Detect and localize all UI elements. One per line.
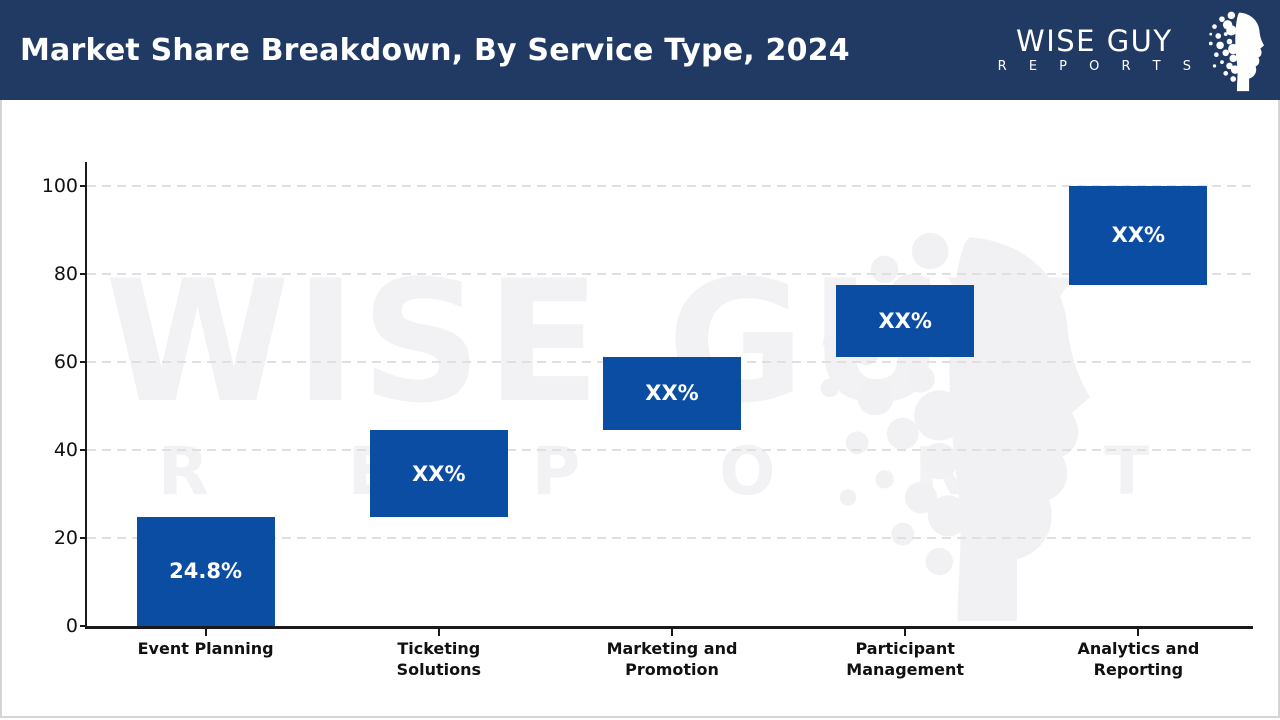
bar-value-label: XX%: [645, 381, 699, 406]
y-tick-mark: [80, 625, 87, 627]
page-title: Market Share Breakdown, By Service Type,…: [20, 32, 850, 68]
x-tick-mark: [671, 629, 673, 636]
category-label: Participant Management: [846, 639, 965, 679]
brand-logo-text: WISE GUY R E P O R T S: [989, 25, 1200, 75]
y-axis-line: [85, 162, 87, 629]
bar-segment: XX%: [369, 430, 508, 517]
gridline-80: [87, 273, 1253, 275]
bar-segment: XX%: [836, 284, 975, 357]
bar-segment: XX%: [1069, 186, 1208, 285]
category-label: Marketing and Promotion: [606, 639, 738, 679]
chart-canvas: WISE GUY R E P O R T S 0 20 40 60 80 100 24.8%…: [0, 100, 1280, 720]
bar-segment: 24.8%: [136, 516, 275, 626]
category-label: Event Planning: [137, 639, 274, 658]
y-tick-mark: [80, 361, 87, 363]
y-tick-mark: [80, 537, 87, 539]
y-tick-label: 20: [53, 527, 78, 549]
category-label: Ticketing Solutions: [396, 639, 482, 679]
logo-wordmark: WISE GUY: [1016, 24, 1173, 58]
brand-logo: WISE GUY R E P O R T S: [989, 7, 1270, 93]
x-tick-mark: [437, 629, 440, 636]
y-tick-mark: [80, 273, 87, 275]
frame-border-right: [1278, 100, 1280, 718]
watermark-subtitle: R E P O R T S: [158, 433, 1280, 510]
y-tick-label: 80: [53, 263, 78, 285]
y-tick-label: 60: [53, 351, 78, 373]
frame-border-left: [0, 100, 2, 718]
bar-value-label: XX%: [878, 308, 932, 333]
x-axis-line: [85, 626, 1253, 629]
x-tick-mark: [1137, 629, 1140, 636]
logo-face-icon: [1202, 7, 1270, 93]
bar-segment: XX%: [603, 356, 741, 431]
y-tick-mark: [80, 185, 87, 187]
gridline-20: [87, 537, 1253, 539]
y-tick-label: 0: [65, 615, 78, 637]
logo-subtitle: R E P O R T S: [997, 59, 1200, 74]
bar-value-label: 24.8%: [169, 559, 243, 584]
bar-value-label: XX%: [412, 461, 466, 486]
y-tick-label: 100: [41, 175, 78, 197]
gridline-40: [87, 449, 1253, 451]
header-bar: Market Share Breakdown, By Service Type,…: [0, 0, 1280, 100]
frame-border-bottom: [0, 716, 1280, 718]
category-label: Analytics and Reporting: [1077, 639, 1200, 679]
y-tick-label: 40: [53, 439, 78, 461]
bar-value-label: XX%: [1111, 223, 1166, 248]
x-tick-mark: [904, 629, 907, 636]
x-tick-mark: [204, 629, 207, 636]
y-tick-mark: [80, 449, 87, 451]
gridline-100: [87, 185, 1253, 187]
